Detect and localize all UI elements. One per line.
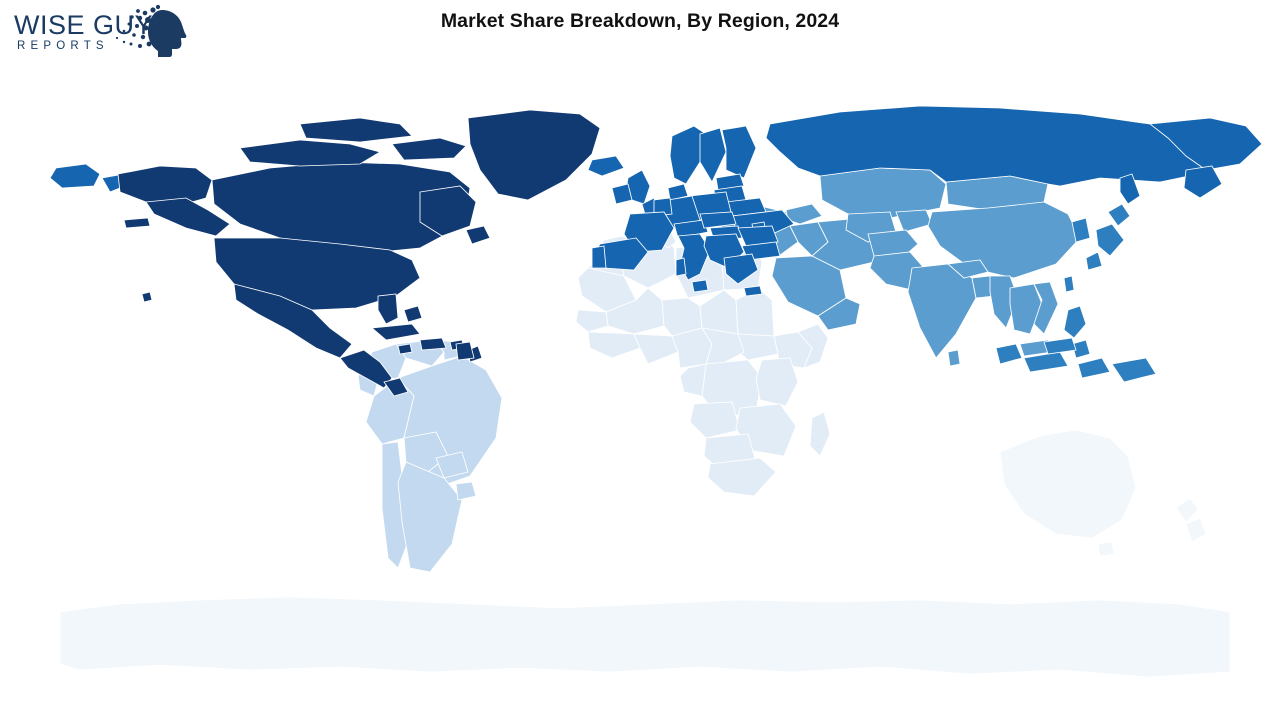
svg-text:REPORTS: REPORTS <box>17 40 109 52</box>
region-oceania[interactable] <box>1000 430 1206 556</box>
region-antarctica[interactable] <box>60 597 1230 677</box>
region-east-asia-islands[interactable] <box>996 204 1156 382</box>
head-dots-icon <box>115 4 162 48</box>
region-europe[interactable] <box>50 106 1262 296</box>
world-choropleth-map[interactable] <box>0 52 1280 720</box>
region-south-america[interactable] <box>358 340 502 572</box>
region-africa[interactable] <box>576 230 830 496</box>
wise-guy-reports-logo[interactable]: WISE GUY REPORTS <box>12 4 192 58</box>
head-profile-icon <box>115 4 187 57</box>
page-header: WISE GUY REPORTS <box>0 0 1280 60</box>
page-title: Market Share Breakdown, By Region, 2024 <box>440 10 840 32</box>
region-north-america[interactable] <box>118 110 600 396</box>
